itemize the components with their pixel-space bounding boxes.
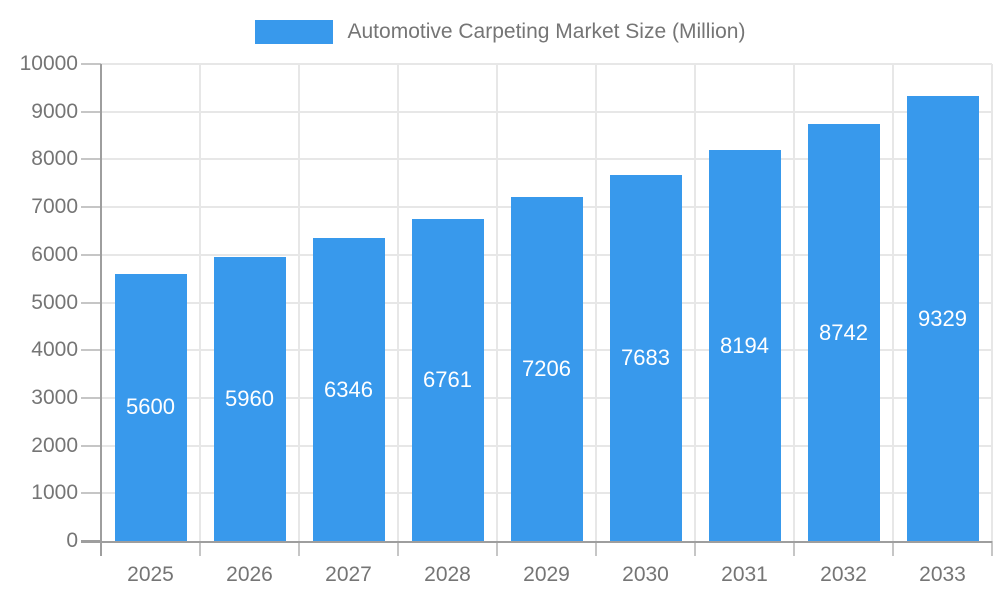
bar-2031[interactable] <box>708 150 781 541</box>
x-tick-label: 2028 <box>424 563 471 586</box>
legend[interactable]: Automotive Carpeting Market Size (Millio… <box>0 18 1000 46</box>
y-tick <box>81 492 101 495</box>
x-tick-label: 2026 <box>226 563 273 586</box>
bar-value-label: 9329 <box>918 305 967 331</box>
y-tick-label: 5000 <box>31 290 78 314</box>
x-tick <box>892 541 894 556</box>
v-gridline <box>496 64 498 541</box>
x-tick-label: 2027 <box>325 563 372 586</box>
y-tick-label: 7000 <box>31 195 78 219</box>
h-gridline <box>101 110 992 113</box>
bar-2033[interactable] <box>906 96 979 541</box>
y-tick <box>81 444 101 447</box>
y-tick <box>81 396 101 399</box>
bar-value-label: 8194 <box>720 332 769 358</box>
bar-value-label: 5960 <box>225 385 274 411</box>
h-gridline <box>101 158 992 161</box>
x-tick-label: 2033 <box>919 563 966 586</box>
x-tick-label: 2029 <box>523 563 570 586</box>
y-tick-label: 10000 <box>19 52 78 75</box>
v-gridline <box>595 64 597 541</box>
y-tick-label: 9000 <box>31 99 78 123</box>
x-tick <box>694 541 696 556</box>
x-tick <box>496 541 498 556</box>
bar-value-label: 5600 <box>126 394 175 420</box>
v-gridline <box>694 64 696 541</box>
y-tick-label: 4000 <box>31 338 78 362</box>
bar-value-label: 6761 <box>423 366 472 392</box>
x-tick-label: 2032 <box>820 563 867 586</box>
bar-2032[interactable] <box>807 124 880 541</box>
bar-value-label: 8742 <box>819 319 868 345</box>
y-tick-label: 6000 <box>31 242 78 266</box>
v-gridline <box>397 64 399 541</box>
y-tick-label: 1000 <box>31 481 78 505</box>
x-tick-label: 2025 <box>127 563 174 586</box>
x-tick-label: 2030 <box>622 563 669 586</box>
bar-2027[interactable] <box>312 238 385 541</box>
x-tick <box>397 541 399 556</box>
v-gridline <box>199 64 201 541</box>
x-axis-line <box>81 541 992 543</box>
v-gridline <box>892 64 894 541</box>
y-tick <box>81 349 101 352</box>
bar-2028[interactable] <box>411 218 484 541</box>
y-tick-label: 8000 <box>31 147 78 171</box>
legend-label: Automotive Carpeting Market Size (Millio… <box>347 20 746 43</box>
bar-2026[interactable] <box>213 256 286 541</box>
y-tick <box>81 206 101 209</box>
y-tick <box>81 301 101 304</box>
bar-2025[interactable] <box>114 273 187 541</box>
bar-value-label: 7206 <box>522 356 571 382</box>
y-tick <box>81 110 101 113</box>
y-tick-label: 2000 <box>31 433 78 457</box>
bar-2030[interactable] <box>609 174 682 541</box>
y-tick-label: 0 <box>66 529 78 552</box>
y-tick <box>81 253 101 256</box>
x-tick <box>793 541 795 556</box>
bar-value-label: 7683 <box>621 344 670 370</box>
bar-value-label: 6346 <box>324 376 373 402</box>
bar-2029[interactable] <box>510 197 583 541</box>
x-tick <box>595 541 597 556</box>
legend-swatch-icon <box>254 20 333 44</box>
x-tick-label: 2031 <box>721 563 768 586</box>
h-gridline <box>101 63 992 65</box>
v-gridline <box>991 64 993 541</box>
y-axis-line <box>100 64 102 556</box>
x-tick <box>199 541 201 556</box>
v-gridline <box>298 64 300 541</box>
y-tick-label: 3000 <box>31 385 78 409</box>
y-tick <box>81 158 101 161</box>
v-gridline <box>793 64 795 541</box>
y-tick <box>81 63 101 65</box>
x-tick <box>298 541 300 556</box>
x-tick <box>991 541 993 556</box>
